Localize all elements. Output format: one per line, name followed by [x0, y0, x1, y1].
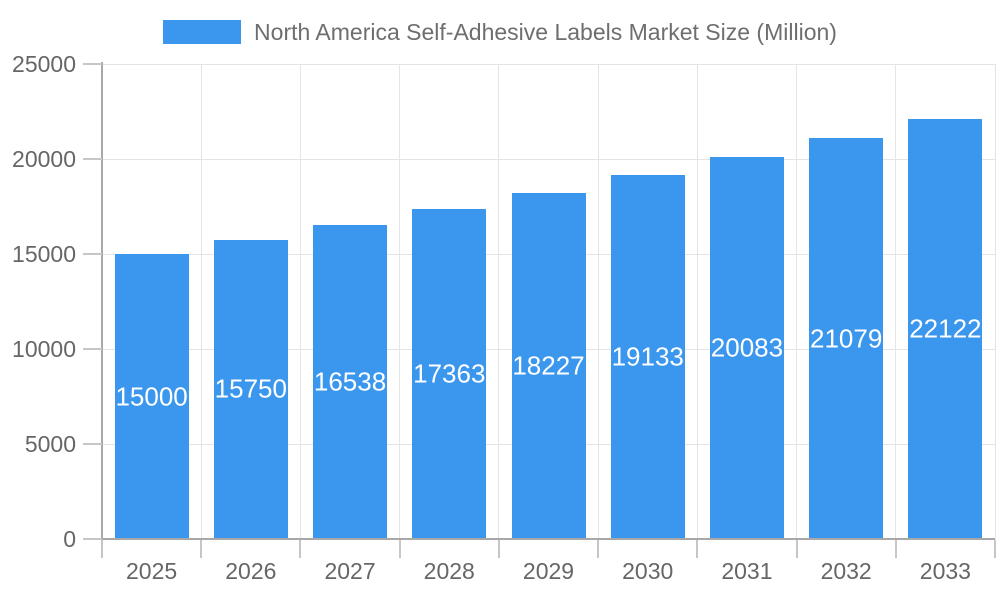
y-gridline: [102, 158, 995, 160]
bar-value-label: 20083: [710, 332, 784, 363]
x-tick-label: 2029: [522, 558, 575, 584]
x-tick: [795, 540, 798, 558]
y-tick: [83, 63, 102, 65]
x-tick: [398, 540, 401, 558]
bar-2025[interactable]: [114, 254, 189, 539]
x-tick: [696, 540, 699, 558]
x-gridline: [200, 64, 202, 539]
y-axis-line: [101, 62, 103, 540]
bar-2028[interactable]: [412, 209, 487, 539]
x-gridline: [696, 64, 698, 539]
x-tick-label: 2027: [324, 558, 376, 584]
bar-value-label: 17363: [413, 358, 486, 389]
bar-2029[interactable]: [511, 192, 586, 539]
y-tick: [83, 348, 102, 350]
x-gridline: [299, 64, 301, 539]
bar-value-label: 15000: [115, 381, 188, 411]
x-gridline: [498, 64, 500, 539]
x-tick: [894, 540, 897, 558]
x-gridline: [796, 64, 798, 539]
x-gridline: [597, 64, 599, 539]
bar-2031[interactable]: [709, 157, 784, 539]
x-tick-label: 2031: [721, 558, 773, 584]
y-tick: [83, 538, 102, 540]
legend-swatch: [163, 20, 242, 44]
x-tick-label: 2026: [225, 558, 277, 584]
bar-2033[interactable]: [908, 118, 983, 539]
y-gridline: [102, 63, 995, 65]
y-tick-label: 5000: [24, 431, 76, 457]
x-tick: [299, 540, 302, 558]
legend-label: North America Self-Adhesive Labels Marke…: [254, 18, 837, 45]
x-tick-label: 2033: [919, 558, 971, 584]
x-tick: [597, 540, 600, 558]
y-tick: [83, 443, 102, 445]
x-tick: [101, 540, 103, 558]
bar-value-label: 21079: [810, 323, 883, 354]
bar-2027[interactable]: [313, 224, 388, 539]
x-gridline: [994, 64, 996, 539]
x-tick-label: 2025: [126, 558, 178, 584]
bar-2032[interactable]: [809, 138, 884, 539]
y-tick: [83, 253, 102, 255]
x-tick-label: 2028: [423, 558, 475, 584]
x-tick: [497, 540, 500, 558]
x-gridline: [895, 64, 897, 539]
y-tick-label: 0: [63, 526, 76, 552]
bar-value-label: 18227: [512, 350, 585, 381]
bar-value-label: 15750: [214, 373, 287, 404]
y-tick-label: 15000: [12, 241, 76, 267]
x-tick-label: 2030: [622, 558, 674, 584]
x-axis-line: [102, 538, 995, 540]
x-tick: [994, 540, 996, 558]
y-tick-label: 25000: [12, 51, 76, 77]
x-tick: [200, 540, 203, 558]
bar-2030[interactable]: [610, 175, 685, 539]
bar-2026[interactable]: [213, 239, 288, 539]
bar-value-label: 22122: [909, 313, 982, 344]
x-gridline: [399, 64, 401, 539]
bar-value-label: 16538: [313, 366, 387, 397]
y-tick: [83, 158, 102, 160]
x-tick-label: 2032: [820, 558, 872, 584]
chart-legend[interactable]: North America Self-Adhesive Labels Marke…: [0, 14, 1000, 50]
y-tick-label: 20000: [12, 146, 76, 172]
y-tick-label: 10000: [12, 336, 76, 362]
bar-value-label: 19133: [611, 341, 684, 372]
